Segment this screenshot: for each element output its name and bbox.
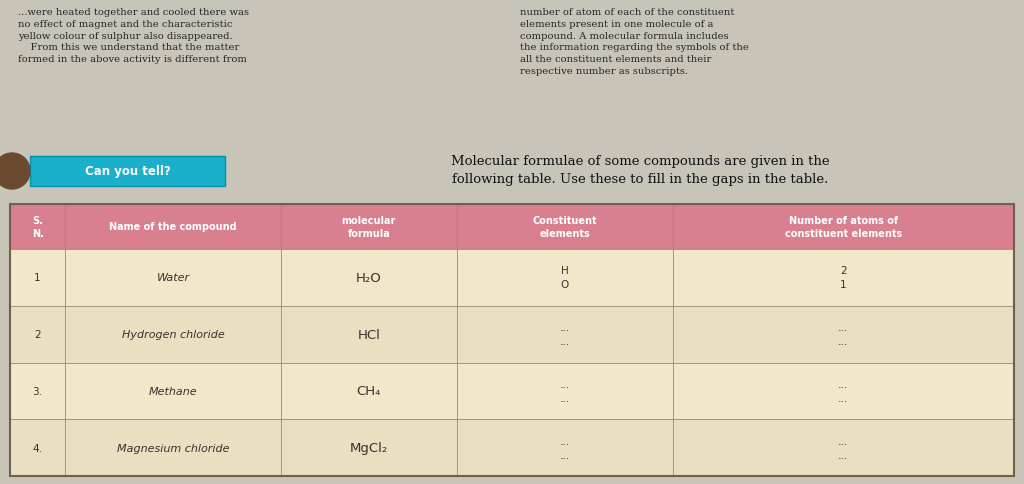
Text: 3.: 3. xyxy=(33,386,43,396)
Text: ...
...: ... ... xyxy=(839,379,848,403)
Text: Hydrogen chloride: Hydrogen chloride xyxy=(122,330,224,339)
Bar xyxy=(457,306,673,363)
Text: Constituent
elements: Constituent elements xyxy=(532,216,597,238)
Bar xyxy=(30,157,225,187)
Bar xyxy=(66,306,281,363)
Text: H
O: H O xyxy=(560,266,569,290)
Bar xyxy=(673,419,1014,476)
Bar xyxy=(673,306,1014,363)
Bar xyxy=(281,205,457,249)
Text: molecular
formula: molecular formula xyxy=(342,216,396,238)
Bar xyxy=(457,419,673,476)
Bar xyxy=(66,249,281,306)
Text: Name of the compound: Name of the compound xyxy=(110,222,237,232)
Text: ...
...: ... ... xyxy=(560,436,569,460)
Text: Molecular formulae of some compounds are given in the
following table. Use these: Molecular formulae of some compounds are… xyxy=(451,155,829,186)
Text: Magnesium chloride: Magnesium chloride xyxy=(117,443,229,453)
Bar xyxy=(673,205,1014,249)
Text: ...
...: ... ... xyxy=(560,322,569,347)
Bar xyxy=(10,205,1014,476)
Text: ...were heated together and cooled there was
no effect of magnet and the charact: ...were heated together and cooled there… xyxy=(18,8,249,64)
Bar xyxy=(673,363,1014,419)
Text: Methane: Methane xyxy=(148,386,198,396)
Bar xyxy=(10,249,66,306)
Text: MgCl₂: MgCl₂ xyxy=(350,441,388,454)
Bar xyxy=(281,306,457,363)
Bar xyxy=(66,363,281,419)
Bar xyxy=(673,249,1014,306)
Bar xyxy=(10,363,66,419)
Text: CH₄: CH₄ xyxy=(356,385,381,397)
Text: ...
...: ... ... xyxy=(839,322,848,347)
Text: 2: 2 xyxy=(34,330,41,339)
Bar xyxy=(457,249,673,306)
Text: 2
1: 2 1 xyxy=(840,266,847,290)
Bar xyxy=(10,205,66,249)
Text: number of atom of each of the constituent
elements present in one molecule of a
: number of atom of each of the constituen… xyxy=(520,8,749,76)
Bar xyxy=(66,205,281,249)
Text: Can you tell?: Can you tell? xyxy=(85,165,170,178)
Text: ...
...: ... ... xyxy=(560,379,569,403)
Bar xyxy=(281,419,457,476)
Bar xyxy=(281,249,457,306)
Circle shape xyxy=(0,154,30,190)
Bar xyxy=(10,419,66,476)
Bar xyxy=(66,419,281,476)
Text: Water: Water xyxy=(157,273,189,283)
Text: ...
...: ... ... xyxy=(839,436,848,460)
Bar xyxy=(10,306,66,363)
Text: HCl: HCl xyxy=(357,328,380,341)
Bar xyxy=(281,363,457,419)
Text: 4.: 4. xyxy=(33,443,43,453)
Bar xyxy=(457,205,673,249)
Text: S.
N.: S. N. xyxy=(32,216,44,238)
Bar xyxy=(457,363,673,419)
Text: Number of atoms of
constituent elements: Number of atoms of constituent elements xyxy=(784,216,902,238)
Text: H₂O: H₂O xyxy=(356,272,382,284)
Text: 1: 1 xyxy=(34,273,41,283)
